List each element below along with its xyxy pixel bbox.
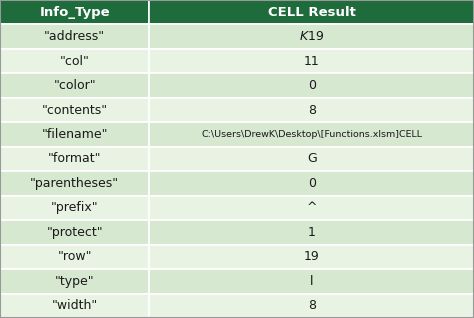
Bar [149,245,474,269]
Text: "protect": "protect" [46,226,103,239]
Text: "parentheses": "parentheses" [30,177,119,190]
Bar [149,0,474,24]
Text: "prefix": "prefix" [51,201,99,214]
Bar [0,73,149,98]
Bar [0,147,149,171]
Text: "filename": "filename" [41,128,108,141]
Bar [0,49,149,73]
Text: "format": "format" [48,153,101,165]
Text: "width": "width" [52,299,98,312]
Bar [149,98,474,122]
Bar [149,147,474,171]
Text: "type": "type" [55,275,94,288]
Bar [149,269,474,294]
Text: G: G [307,153,317,165]
Text: "col": "col" [60,55,90,68]
Text: Info_Type: Info_Type [39,6,110,19]
Text: 0: 0 [308,177,316,190]
Bar [0,220,149,245]
Bar [0,98,149,122]
Bar [0,24,149,49]
Text: "row": "row" [57,250,92,263]
Text: "contents": "contents" [42,104,108,117]
Text: 19: 19 [304,250,319,263]
Text: ^: ^ [306,201,317,214]
Bar [149,294,474,318]
Text: 8: 8 [308,299,316,312]
Bar [0,245,149,269]
Bar [0,196,149,220]
Bar [0,269,149,294]
Bar [149,122,474,147]
Text: 1: 1 [308,226,316,239]
Bar [149,49,474,73]
Bar [0,294,149,318]
Text: "color": "color" [54,79,96,92]
Bar [149,220,474,245]
Text: 0: 0 [308,79,316,92]
Bar [149,196,474,220]
Bar [149,73,474,98]
Bar [149,24,474,49]
Text: 8: 8 [308,104,316,117]
Text: $K$19: $K$19 [299,30,324,43]
Text: C:\Users\DrewK\Desktop\[Functions.xlsm]CELL: C:\Users\DrewK\Desktop\[Functions.xlsm]C… [201,130,422,139]
Text: CELL Result: CELL Result [268,6,356,19]
Bar [0,171,149,196]
Bar [149,171,474,196]
Text: 11: 11 [304,55,319,68]
Text: l: l [310,275,313,288]
Text: "address": "address" [44,30,105,43]
Bar [0,0,149,24]
Bar [0,122,149,147]
